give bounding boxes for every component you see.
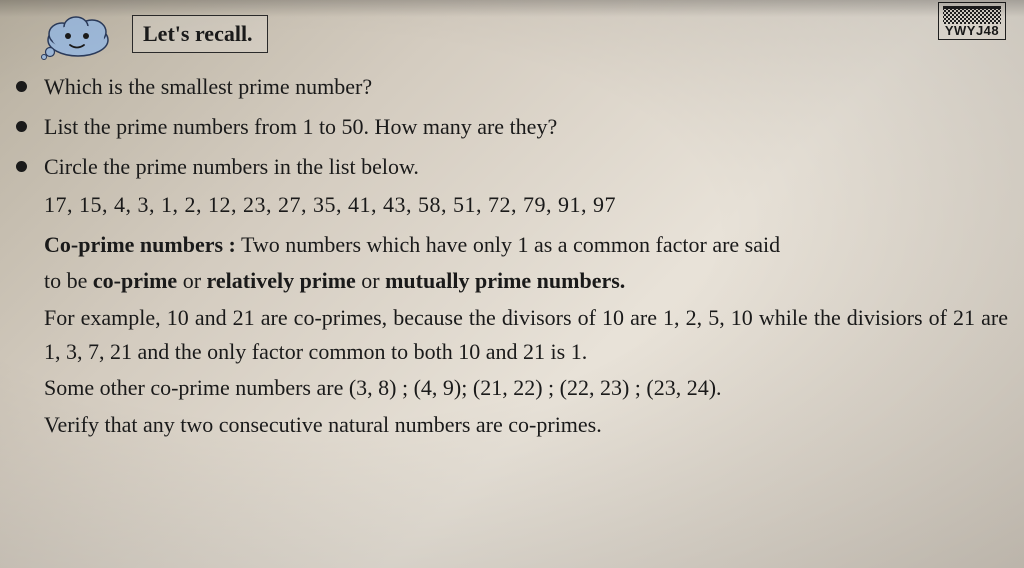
coprime-def-text-1: Two numbers which have only 1 as a commo… [236, 232, 780, 257]
bold-term: mutually prime numbers. [385, 268, 625, 293]
qr-code-label: YWYJ48 [943, 24, 1001, 38]
coprime-definition: Co-prime numbers : Two numbers which hav… [44, 228, 1012, 262]
question-text: Circle the prime numbers in the list bel… [18, 152, 1012, 181]
recall-label: Let's recall. [132, 15, 268, 53]
cloud-icon [40, 8, 118, 60]
recall-header: Let's recall. [40, 8, 268, 60]
question-text: List the prime numbers from 1 to 50. How… [18, 112, 1012, 141]
number-list: 17, 15, 4, 3, 1, 2, 12, 23, 27, 35, 41, … [44, 192, 1012, 218]
coprime-verify: Verify that any two consecutive natural … [44, 408, 1012, 442]
question-text: Which is the smallest prime number? [18, 72, 1012, 101]
list-item: Circle the prime numbers in the list bel… [18, 152, 1012, 181]
bold-term: co-prime [93, 268, 177, 293]
coprime-example: For example, 10 and 21 are co-primes, be… [44, 301, 1012, 370]
list-item: List the prime numbers from 1 to 50. How… [18, 112, 1012, 141]
qr-code-icon [943, 6, 1001, 24]
coprime-other-examples: Some other co-prime numbers are (3, 8) ;… [44, 371, 1012, 405]
text: or [177, 268, 206, 293]
coprime-heading: Co-prime numbers : [44, 232, 236, 257]
coprime-definition-line2: to be co-prime or relatively prime or mu… [44, 264, 1012, 298]
text: to be [44, 268, 93, 293]
text: or [356, 268, 385, 293]
qr-code-box: YWYJ48 [938, 2, 1006, 40]
bold-term: relatively prime [207, 268, 356, 293]
recall-questions-list: Which is the smallest prime number? List… [40, 72, 1012, 181]
list-item: Which is the smallest prime number? [18, 72, 1012, 101]
